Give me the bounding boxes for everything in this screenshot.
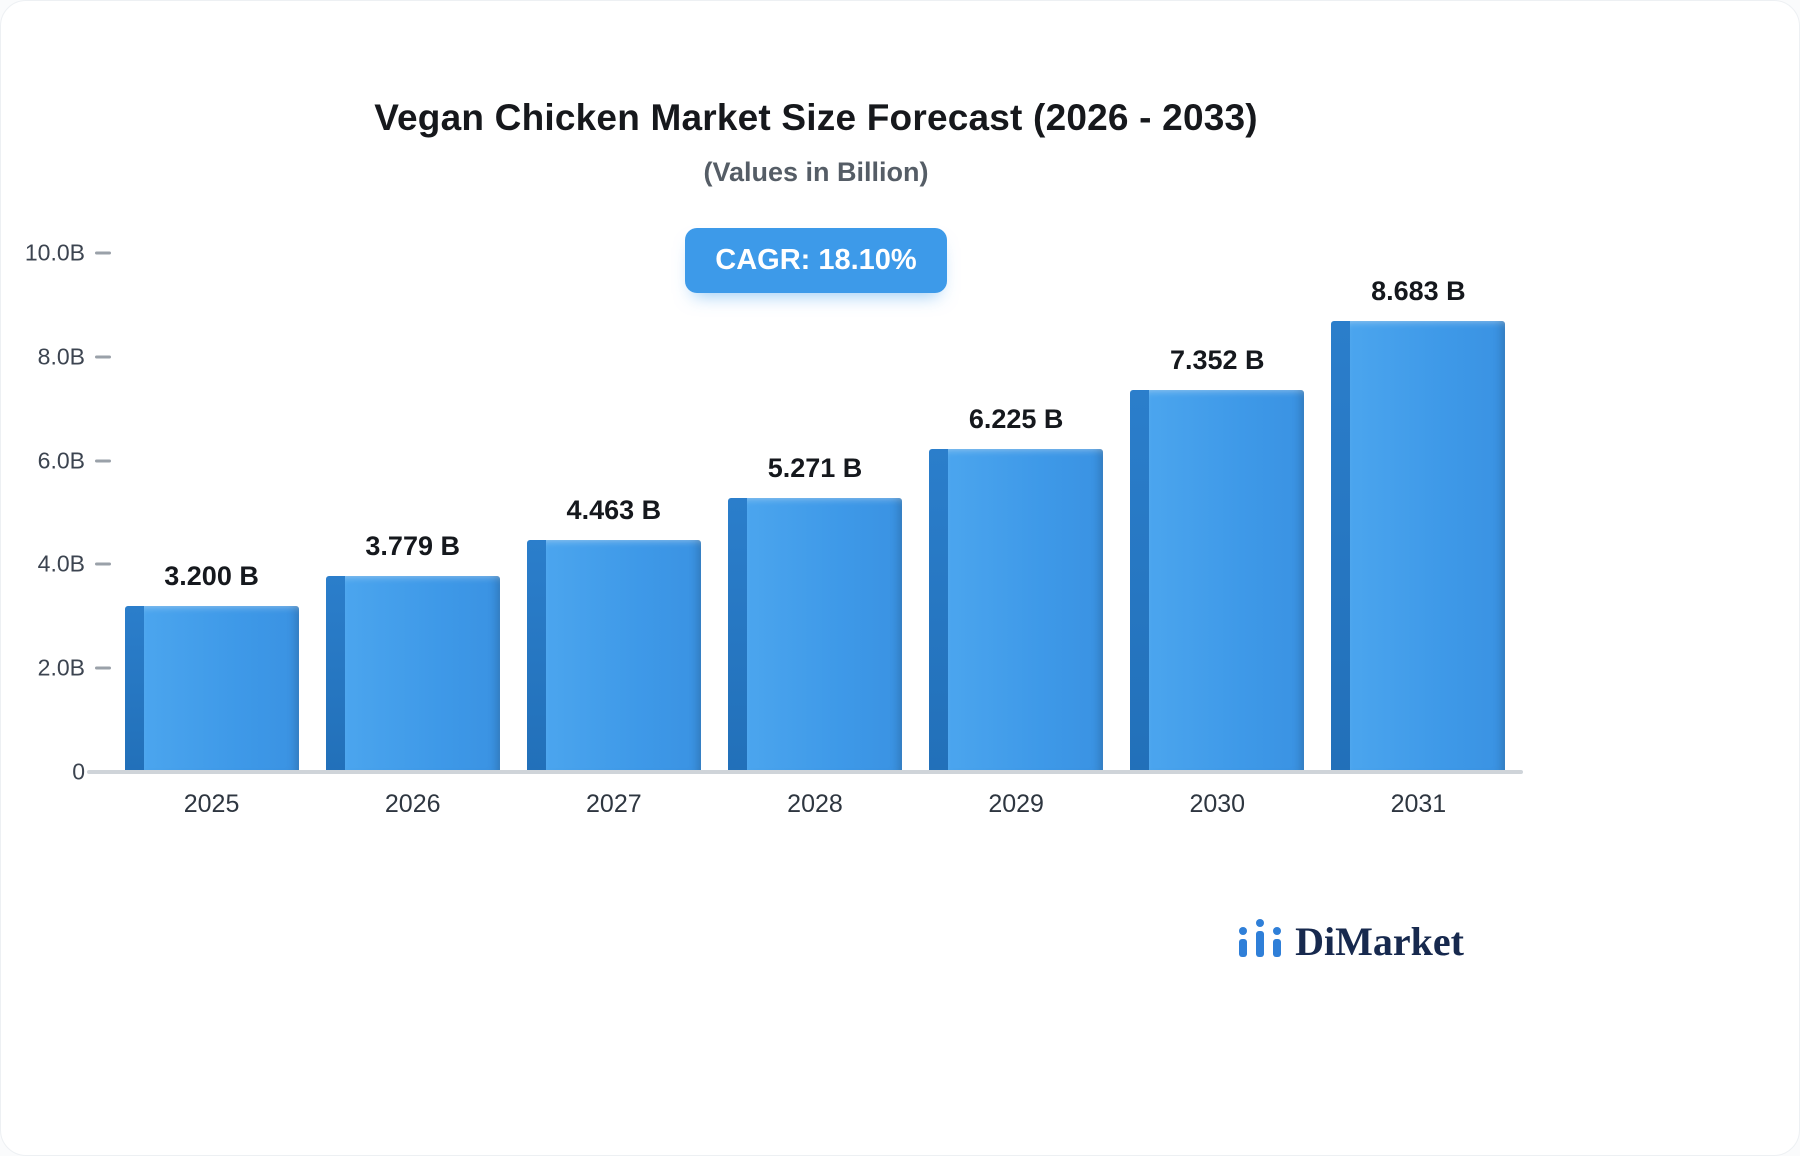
bar-value-label: 7.352 B [1169,345,1265,376]
bar-2028: 5.271 B [727,453,902,772]
bar-2026: 3.779 B [325,531,500,772]
bar-slot: 6.225 B 2029 [916,253,1117,818]
tick-mark [95,355,111,359]
bar-2031: 8.683 B [1331,276,1506,772]
bar-slot: 8.683 B 2031 [1318,253,1519,818]
bar-side-shade [1130,390,1150,772]
bar-slot: 7.352 B 2030 [1117,253,1318,818]
bar-side-shade [727,498,747,772]
bar-side-shade [325,575,345,772]
y-tick-label: 4.0B [38,551,111,578]
bar-slot: 4.463 B 2027 [513,253,714,818]
y-tick-label: 6.0B [38,447,111,474]
x-axis-line [87,770,1523,774]
tick-mark [95,251,111,255]
bar-2027: 4.463 B [526,495,701,772]
bar-face [1350,321,1506,772]
x-axis-label: 2027 [586,790,642,818]
x-axis-label: 2031 [1390,790,1447,818]
x-axis-label: 2030 [1189,790,1246,818]
bar-value-label: 8.683 B [1371,276,1466,307]
bar-face [1149,390,1305,772]
tick-mark [95,666,111,670]
tick-mark [95,562,111,566]
bar-value-label: 5.271 B [767,453,863,484]
bar-side-shade [124,605,144,772]
chart-title: Vegan Chicken Market Size Forecast (2026… [374,97,1258,138]
cagr-badge: CAGR: 18.10% [685,228,947,293]
brand-logo: DiMarket [1237,917,1464,962]
bar-face [344,575,500,772]
x-axis-label: 2028 [787,790,843,818]
bar-face [545,540,701,772]
bar-side-shade [526,540,546,772]
bar-side-shade [929,448,949,772]
tick-mark [95,459,111,463]
chart-subtitle: (Values in Billion) [703,157,929,187]
bar-value-label: 3.779 B [365,530,460,561]
bar-value-label: 3.200 B [164,560,259,591]
bar-2025: 3.200 B [124,561,299,772]
bar-face [746,498,902,772]
plot-area: 10.0B 8.0B 6.0B 4.0B 2.0B 0 3.200 B 2025 3.779 … [25,240,1523,818]
y-tick-label: 2.0B [38,655,111,682]
bar-value-label: 4.463 B [566,495,662,526]
bar-face [948,448,1104,772]
y-tick-label: 8.0B [38,343,111,370]
y-tick-label: 10.0B [25,240,111,267]
bar-slot: 3.200 B 2025 [111,253,312,818]
bars: 3.200 B 2025 3.779 B 2026 4.463 B 2027 5.271 B… [111,253,1519,818]
bar-slot: 3.779 B 2026 [312,253,513,818]
chart-header: Vegan Chicken Market Size Forecast (2026… [1,1,1631,293]
x-axis-label: 2029 [988,790,1044,818]
bar-chart-dots-icon [1237,917,1283,962]
bar-side-shade [1331,321,1351,772]
bar-2029: 6.225 B [929,404,1104,772]
bar-2030: 7.352 B [1130,345,1305,772]
bar-slot: 5.271 B 2028 [714,253,915,818]
x-axis-label: 2025 [183,790,240,818]
bar-face [143,605,299,772]
bar-value-label: 6.225 B [968,403,1064,434]
brand-logo-text: DiMarket [1295,919,1464,964]
x-axis-label: 2026 [384,790,441,818]
